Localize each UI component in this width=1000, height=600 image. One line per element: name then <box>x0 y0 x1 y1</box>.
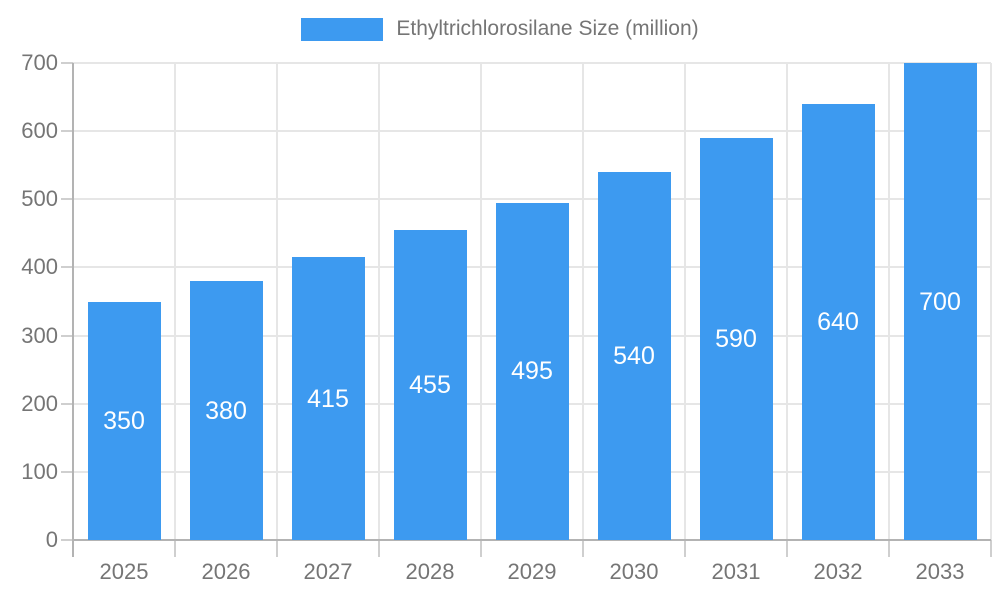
bar-2028[interactable] <box>393 229 467 540</box>
y-tick-label: 500 <box>21 186 58 212</box>
v-gridline <box>582 63 584 540</box>
x-tick-label: 2031 <box>711 559 761 584</box>
x-tick <box>378 540 380 557</box>
y-tick-label: 200 <box>21 390 58 416</box>
y-tick <box>61 402 73 405</box>
legend-label: Ethyltrichlorosilane Size (million) <box>396 17 699 40</box>
bar-value-label: 350 <box>103 406 145 435</box>
bar-value-label: 700 <box>919 287 961 316</box>
h-gridline <box>73 198 991 201</box>
bar-value-label: 540 <box>613 342 655 370</box>
x-tick-label: 2029 <box>507 559 557 584</box>
v-gridline <box>378 63 380 540</box>
y-tick-label: 300 <box>21 322 58 348</box>
bar-2030[interactable] <box>597 172 671 540</box>
chart-legend[interactable]: Ethyltrichlorosilane Size (million) <box>0 15 1000 43</box>
v-gridline <box>990 63 992 540</box>
bar-value-label: 455 <box>409 370 451 399</box>
x-tick <box>480 540 482 557</box>
v-gridline <box>786 63 788 540</box>
y-tick-label: 0 <box>45 527 58 552</box>
h-gridline <box>73 62 991 64</box>
bar-value-label: 590 <box>715 324 757 353</box>
bar-2032[interactable] <box>801 103 875 540</box>
y-tick <box>61 62 73 64</box>
y-tick <box>61 198 73 201</box>
x-tick-label: 2030 <box>609 559 659 584</box>
x-tick-label: 2025 <box>99 559 149 584</box>
x-tick-label: 2028 <box>405 559 455 584</box>
x-tick-label: 2032 <box>813 559 863 584</box>
y-tick <box>61 470 73 473</box>
y-tick-label: 400 <box>21 254 58 280</box>
bar-value-label: 380 <box>205 396 247 425</box>
x-tick <box>990 540 992 557</box>
v-gridline <box>480 63 482 540</box>
y-tick <box>61 130 73 133</box>
v-gridline <box>888 63 890 540</box>
y-axis-line <box>72 63 74 557</box>
y-tick-label: 700 <box>21 50 58 75</box>
x-tick <box>582 540 584 557</box>
bar-2033[interactable] <box>903 63 977 540</box>
bar-value-label: 495 <box>511 357 553 386</box>
bar-value-label: 415 <box>307 384 349 413</box>
y-tick <box>61 266 73 269</box>
x-tick <box>276 540 278 557</box>
x-tick <box>888 540 890 557</box>
x-tick-label: 2026 <box>201 559 251 584</box>
v-gridline <box>276 63 278 540</box>
bar-2031[interactable] <box>699 137 773 540</box>
bar-2027[interactable] <box>291 257 365 540</box>
x-axis-line <box>73 539 991 541</box>
y-tick-label: 100 <box>21 458 58 484</box>
x-tick <box>786 540 788 557</box>
y-tick <box>61 334 73 337</box>
h-gridline <box>73 130 991 133</box>
y-tick-label: 600 <box>21 118 58 144</box>
v-gridline <box>174 63 176 540</box>
bar-2025[interactable] <box>87 301 161 540</box>
x-tick-label: 2027 <box>303 559 353 584</box>
bar-value-label: 640 <box>817 307 859 336</box>
y-tick <box>61 539 73 541</box>
v-gridline <box>684 63 686 540</box>
x-tick <box>174 540 176 557</box>
x-tick <box>684 540 686 557</box>
legend-color-swatch <box>301 17 384 41</box>
bar-2029[interactable] <box>495 202 569 540</box>
x-tick-label: 2033 <box>915 559 965 584</box>
bar-2026[interactable] <box>189 281 263 540</box>
